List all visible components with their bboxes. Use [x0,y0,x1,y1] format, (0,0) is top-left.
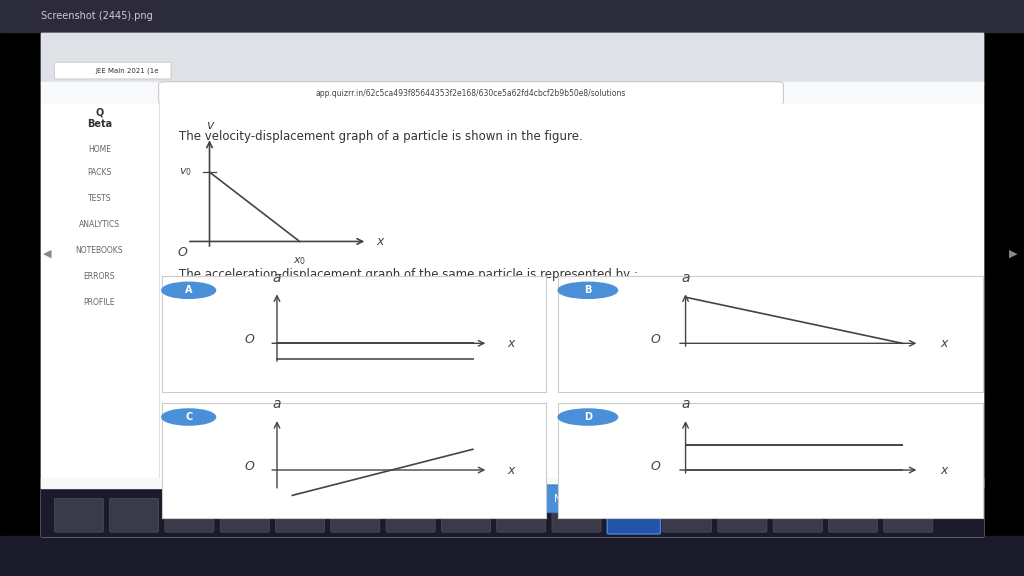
Text: The velocity-displacement graph of a particle is shown in the figure.: The velocity-displacement graph of a par… [179,130,583,143]
Text: a: a [681,271,690,285]
Text: TESTS: TESTS [88,194,111,203]
Text: v: v [206,119,213,132]
Text: O: O [244,460,254,473]
FancyBboxPatch shape [828,498,878,532]
Text: PROFILE: PROFILE [84,298,115,307]
Text: HOME: HOME [88,145,111,154]
Text: $v_0$: $v_0$ [178,166,191,178]
Text: B: B [584,285,592,295]
FancyBboxPatch shape [110,498,159,532]
FancyBboxPatch shape [441,498,490,532]
FancyBboxPatch shape [773,498,822,532]
Text: x: x [508,464,515,476]
Text: x: x [376,235,384,248]
Bar [41,82,983,104]
Text: PACKS: PACKS [87,168,112,177]
FancyBboxPatch shape [331,498,380,532]
FancyBboxPatch shape [54,498,103,532]
Text: ← Prev: ← Prev [416,494,449,504]
Text: $x_0$: $x_0$ [293,255,306,267]
Text: NOTEBOOKS: NOTEBOOKS [76,246,123,255]
Text: a: a [272,397,282,411]
Bar [0,0,1024,32]
Bar [41,478,983,488]
Text: a: a [681,397,690,411]
Text: O: O [177,247,187,259]
Text: A: A [185,285,193,295]
FancyBboxPatch shape [528,485,615,513]
Circle shape [162,409,215,425]
Text: Screenshot (2445).png: Screenshot (2445).png [41,11,153,21]
FancyBboxPatch shape [469,485,536,513]
Text: x: x [941,464,948,476]
FancyBboxPatch shape [607,498,656,532]
FancyBboxPatch shape [552,498,601,532]
Text: ERRORS: ERRORS [84,272,115,281]
FancyBboxPatch shape [607,497,660,534]
Text: 15:48
04-03-2023: 15:48 04-03-2023 [932,477,973,490]
FancyBboxPatch shape [718,498,767,532]
FancyBboxPatch shape [497,498,546,532]
Circle shape [558,409,617,425]
Text: app.quizrr.in/62c5ca493f85644353f2e168/630ce5a62fd4cbcf2b9b50e8/solutions: app.quizrr.in/62c5ca493f85644353f2e168/6… [315,89,627,98]
Circle shape [558,282,617,298]
Text: ◀: ◀ [43,248,51,259]
Text: O: O [244,334,254,346]
FancyBboxPatch shape [386,498,435,532]
Text: 4  ∨: 4 ∨ [492,494,512,504]
Text: Next →: Next → [554,494,589,504]
Text: The acceleration-displacement graph of the same particle is represented by :: The acceleration-displacement graph of t… [179,268,638,281]
Text: D: D [584,412,592,422]
Text: JEE Main 2021 (1e: JEE Main 2021 (1e [95,67,159,74]
Text: ANALYTICS: ANALYTICS [79,220,120,229]
Text: O: O [650,460,660,473]
FancyBboxPatch shape [54,62,171,79]
Text: x: x [508,337,515,350]
Text: Q
Beta: Q Beta [87,107,112,129]
FancyBboxPatch shape [165,498,214,532]
Text: ▶: ▶ [1009,248,1017,259]
FancyBboxPatch shape [220,498,269,532]
Bar [41,33,983,84]
FancyBboxPatch shape [663,498,712,532]
Text: C: C [185,412,193,422]
Circle shape [162,282,215,298]
Text: a: a [272,271,282,285]
Text: O: O [650,334,660,346]
FancyBboxPatch shape [389,485,476,513]
FancyBboxPatch shape [159,82,783,105]
Bar [0,536,1024,576]
FancyBboxPatch shape [884,498,933,532]
Text: x: x [941,337,948,350]
Bar [41,488,983,536]
FancyBboxPatch shape [275,498,325,532]
